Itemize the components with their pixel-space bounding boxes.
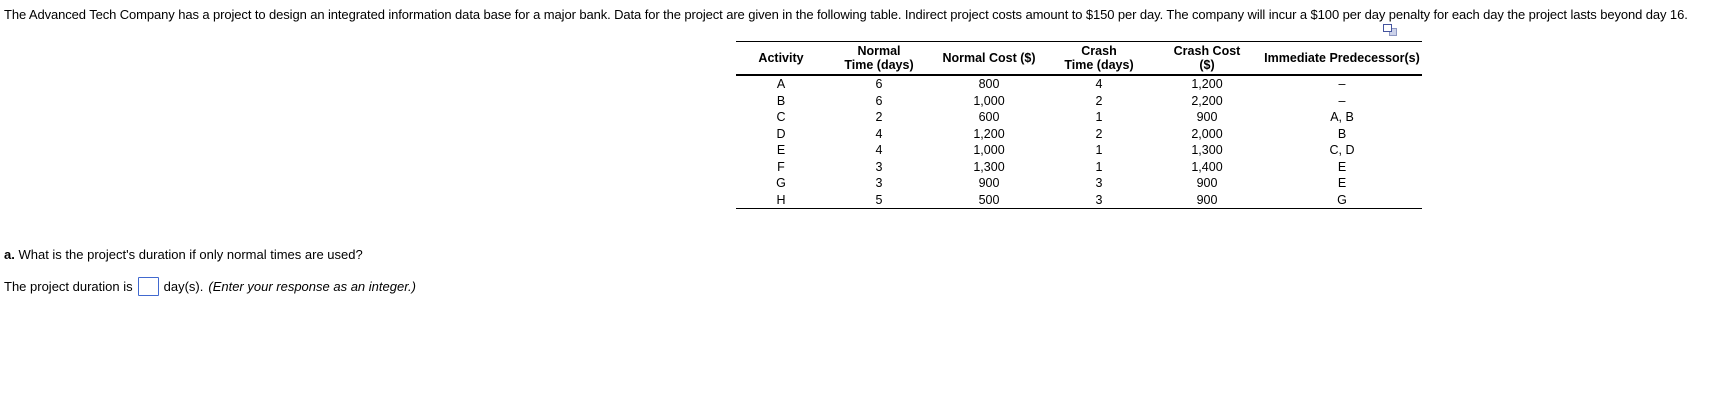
answer-prefix: The project duration is <box>4 278 133 294</box>
popout-icon-back-square <box>1389 28 1397 36</box>
answer-hint: (Enter your response as an integer.) <box>208 278 416 294</box>
cell-crash-cost: 900 <box>1196 176 1218 190</box>
cell-crash-cost: 2,200 <box>1191 93 1223 108</box>
cell-activity: G <box>776 176 786 190</box>
answer-suffix: day(s). <box>163 278 204 294</box>
question-a-text: What is the project's duration if only n… <box>18 247 363 262</box>
cell-crash-time: 4 <box>1095 77 1103 91</box>
cell-normal-cost: 900 <box>978 176 1000 190</box>
cell-crash-time: 2 <box>1095 93 1103 108</box>
cell-normal-time: 4 <box>875 126 883 141</box>
cell-normal-time: 6 <box>875 77 883 91</box>
question-a-label: a. <box>4 247 15 262</box>
answer-statement: The project duration is day(s). (Enter y… <box>4 275 416 297</box>
table-row: D 4 1,200 2 2,000 B <box>736 126 1422 143</box>
cell-crash-cost: 1,400 <box>1191 159 1223 174</box>
table-row: F 3 1,300 1 1,400 E <box>736 159 1422 176</box>
column-header-crash-cost: Crash Cost ($) <box>1173 44 1241 72</box>
cell-normal-time: 4 <box>875 143 883 157</box>
cell-activity: C <box>776 110 786 124</box>
cell-activity: A <box>776 77 786 91</box>
cell-crash-time: 2 <box>1095 126 1103 141</box>
cell-activity: D <box>776 126 786 141</box>
cell-predecessors: – <box>1338 93 1346 108</box>
cell-normal-cost: 1,000 <box>973 93 1005 108</box>
cell-predecessors: E <box>1337 176 1347 190</box>
cell-predecessors: A, B <box>1330 110 1354 124</box>
problem-statement: The Advanced Tech Company has a project … <box>4 7 1688 22</box>
project-data-table: Activity Normal Time (days) Normal Cost (… <box>736 41 1422 209</box>
cell-crash-cost: 2,000 <box>1191 126 1223 141</box>
cell-normal-time: 2 <box>875 110 883 124</box>
table-row: E 4 1,000 1 1,300 C, D <box>736 142 1422 159</box>
column-header-activity: Activity <box>758 51 804 65</box>
cell-normal-time: 3 <box>875 176 883 190</box>
cell-normal-time: 6 <box>875 93 883 108</box>
cell-crash-time: 1 <box>1095 159 1103 174</box>
cell-predecessors: B <box>1337 126 1347 141</box>
cell-normal-cost: 1,200 <box>973 126 1005 141</box>
cell-normal-time: 5 <box>875 192 883 207</box>
cell-crash-time: 1 <box>1095 110 1103 124</box>
question-a: a. What is the project's duration if onl… <box>4 247 363 262</box>
popout-icon[interactable] <box>1383 24 1397 36</box>
table-header-row: Activity Normal Time (days) Normal Cost (… <box>736 41 1422 75</box>
cell-activity: E <box>776 143 786 157</box>
cell-activity: B <box>776 93 786 108</box>
cell-crash-cost: 900 <box>1196 192 1218 207</box>
column-header-immediate-predecessors: Immediate Predecessor(s) <box>1264 51 1420 65</box>
column-header-normal-time: Normal Time (days) <box>844 44 914 72</box>
cell-normal-cost: 800 <box>978 77 1000 91</box>
cell-crash-time: 3 <box>1095 192 1103 207</box>
column-header-crash-time: Crash Time (days) <box>1064 44 1134 72</box>
cell-normal-time: 3 <box>875 159 883 174</box>
cell-crash-cost: 1,300 <box>1191 143 1223 157</box>
table-row: G 3 900 3 900 E <box>736 175 1422 192</box>
cell-predecessors: E <box>1337 159 1347 174</box>
cell-activity: H <box>776 192 786 207</box>
popout-icon-front-square <box>1383 24 1392 32</box>
table-row: C 2 600 1 900 A, B <box>736 109 1422 126</box>
cell-crash-time: 1 <box>1095 143 1103 157</box>
table-row: A 6 800 4 1,200 – <box>736 75 1422 93</box>
cell-crash-time: 3 <box>1095 176 1103 190</box>
cell-crash-cost: 1,200 <box>1191 77 1223 91</box>
cell-normal-cost: 600 <box>978 110 1000 124</box>
data-table-container: Activity Normal Time (days) Normal Cost (… <box>736 24 1422 209</box>
cell-crash-cost: 900 <box>1196 110 1218 124</box>
cell-activity: F <box>777 159 785 174</box>
cell-predecessors: G <box>1337 192 1347 207</box>
cell-predecessors: – <box>1338 77 1346 91</box>
cell-predecessors: C, D <box>1329 143 1355 157</box>
cell-normal-cost: 1,000 <box>973 143 1005 157</box>
table-row: B 6 1,000 2 2,200 – <box>736 93 1422 110</box>
cell-normal-cost: 1,300 <box>973 159 1005 174</box>
cell-normal-cost: 500 <box>978 192 1000 207</box>
table-row: H 5 500 3 900 G <box>736 192 1422 209</box>
column-header-normal-cost: Normal Cost ($) <box>942 51 1036 65</box>
duration-input[interactable] <box>137 276 159 296</box>
